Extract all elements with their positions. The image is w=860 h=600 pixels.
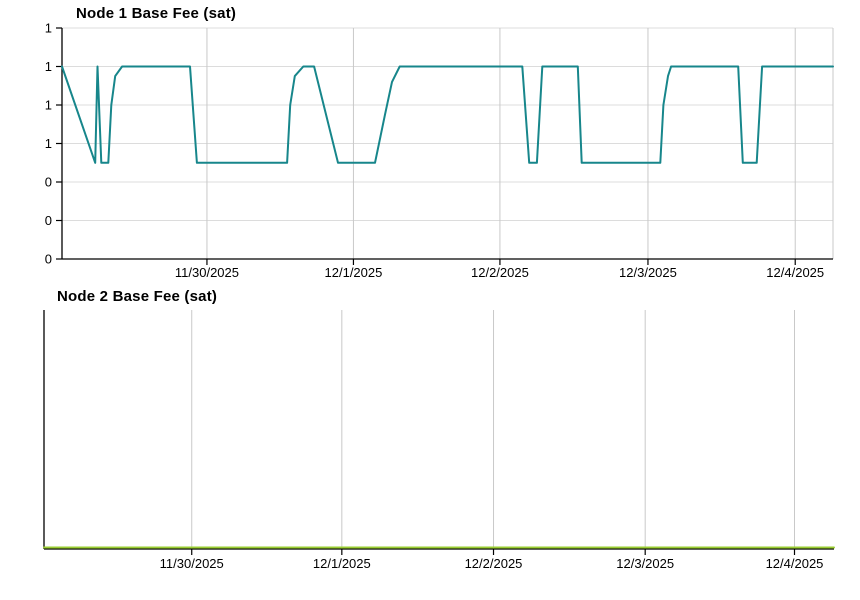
x-tick-label: 12/4/2025 <box>766 265 824 280</box>
x-tick-label: 12/1/2025 <box>325 265 383 280</box>
y-tick-label: 0 <box>45 213 52 228</box>
y-tick-label: 1 <box>45 21 52 36</box>
y-tick-label: 1 <box>45 136 52 151</box>
node2-chart-title: Node 2 Base Fee (sat) <box>57 288 218 305</box>
node1-series-line <box>61 65 834 164</box>
node1-chart: 1 1 1 1 0 0 0 11/30/2025 12/1/2025 12/2/2025 12/3/… <box>45 21 834 280</box>
x-tick-label: 12/1/2025 <box>313 556 371 571</box>
y-tick-label: 1 <box>45 98 52 113</box>
x-tick-label: 12/2/2025 <box>465 556 523 571</box>
x-tick-label: 12/2/2025 <box>471 265 529 280</box>
x-tick-label: 12/3/2025 <box>616 556 674 571</box>
node1-chart-title: Node 1 Base Fee (sat) <box>76 5 237 22</box>
node2-chart: 11/30/2025 12/1/2025 12/2/2025 12/3/2025 12/… <box>43 310 835 571</box>
x-tick-label: 11/30/2025 <box>160 556 224 571</box>
x-tick-label: 12/4/2025 <box>766 556 824 571</box>
y-tick-label: 0 <box>45 175 52 190</box>
y-tick-label: 0 <box>45 252 52 267</box>
x-tick-label: 11/30/2025 <box>175 265 239 280</box>
x-tick-label: 12/3/2025 <box>619 265 677 280</box>
y-tick-label: 1 <box>45 59 52 74</box>
